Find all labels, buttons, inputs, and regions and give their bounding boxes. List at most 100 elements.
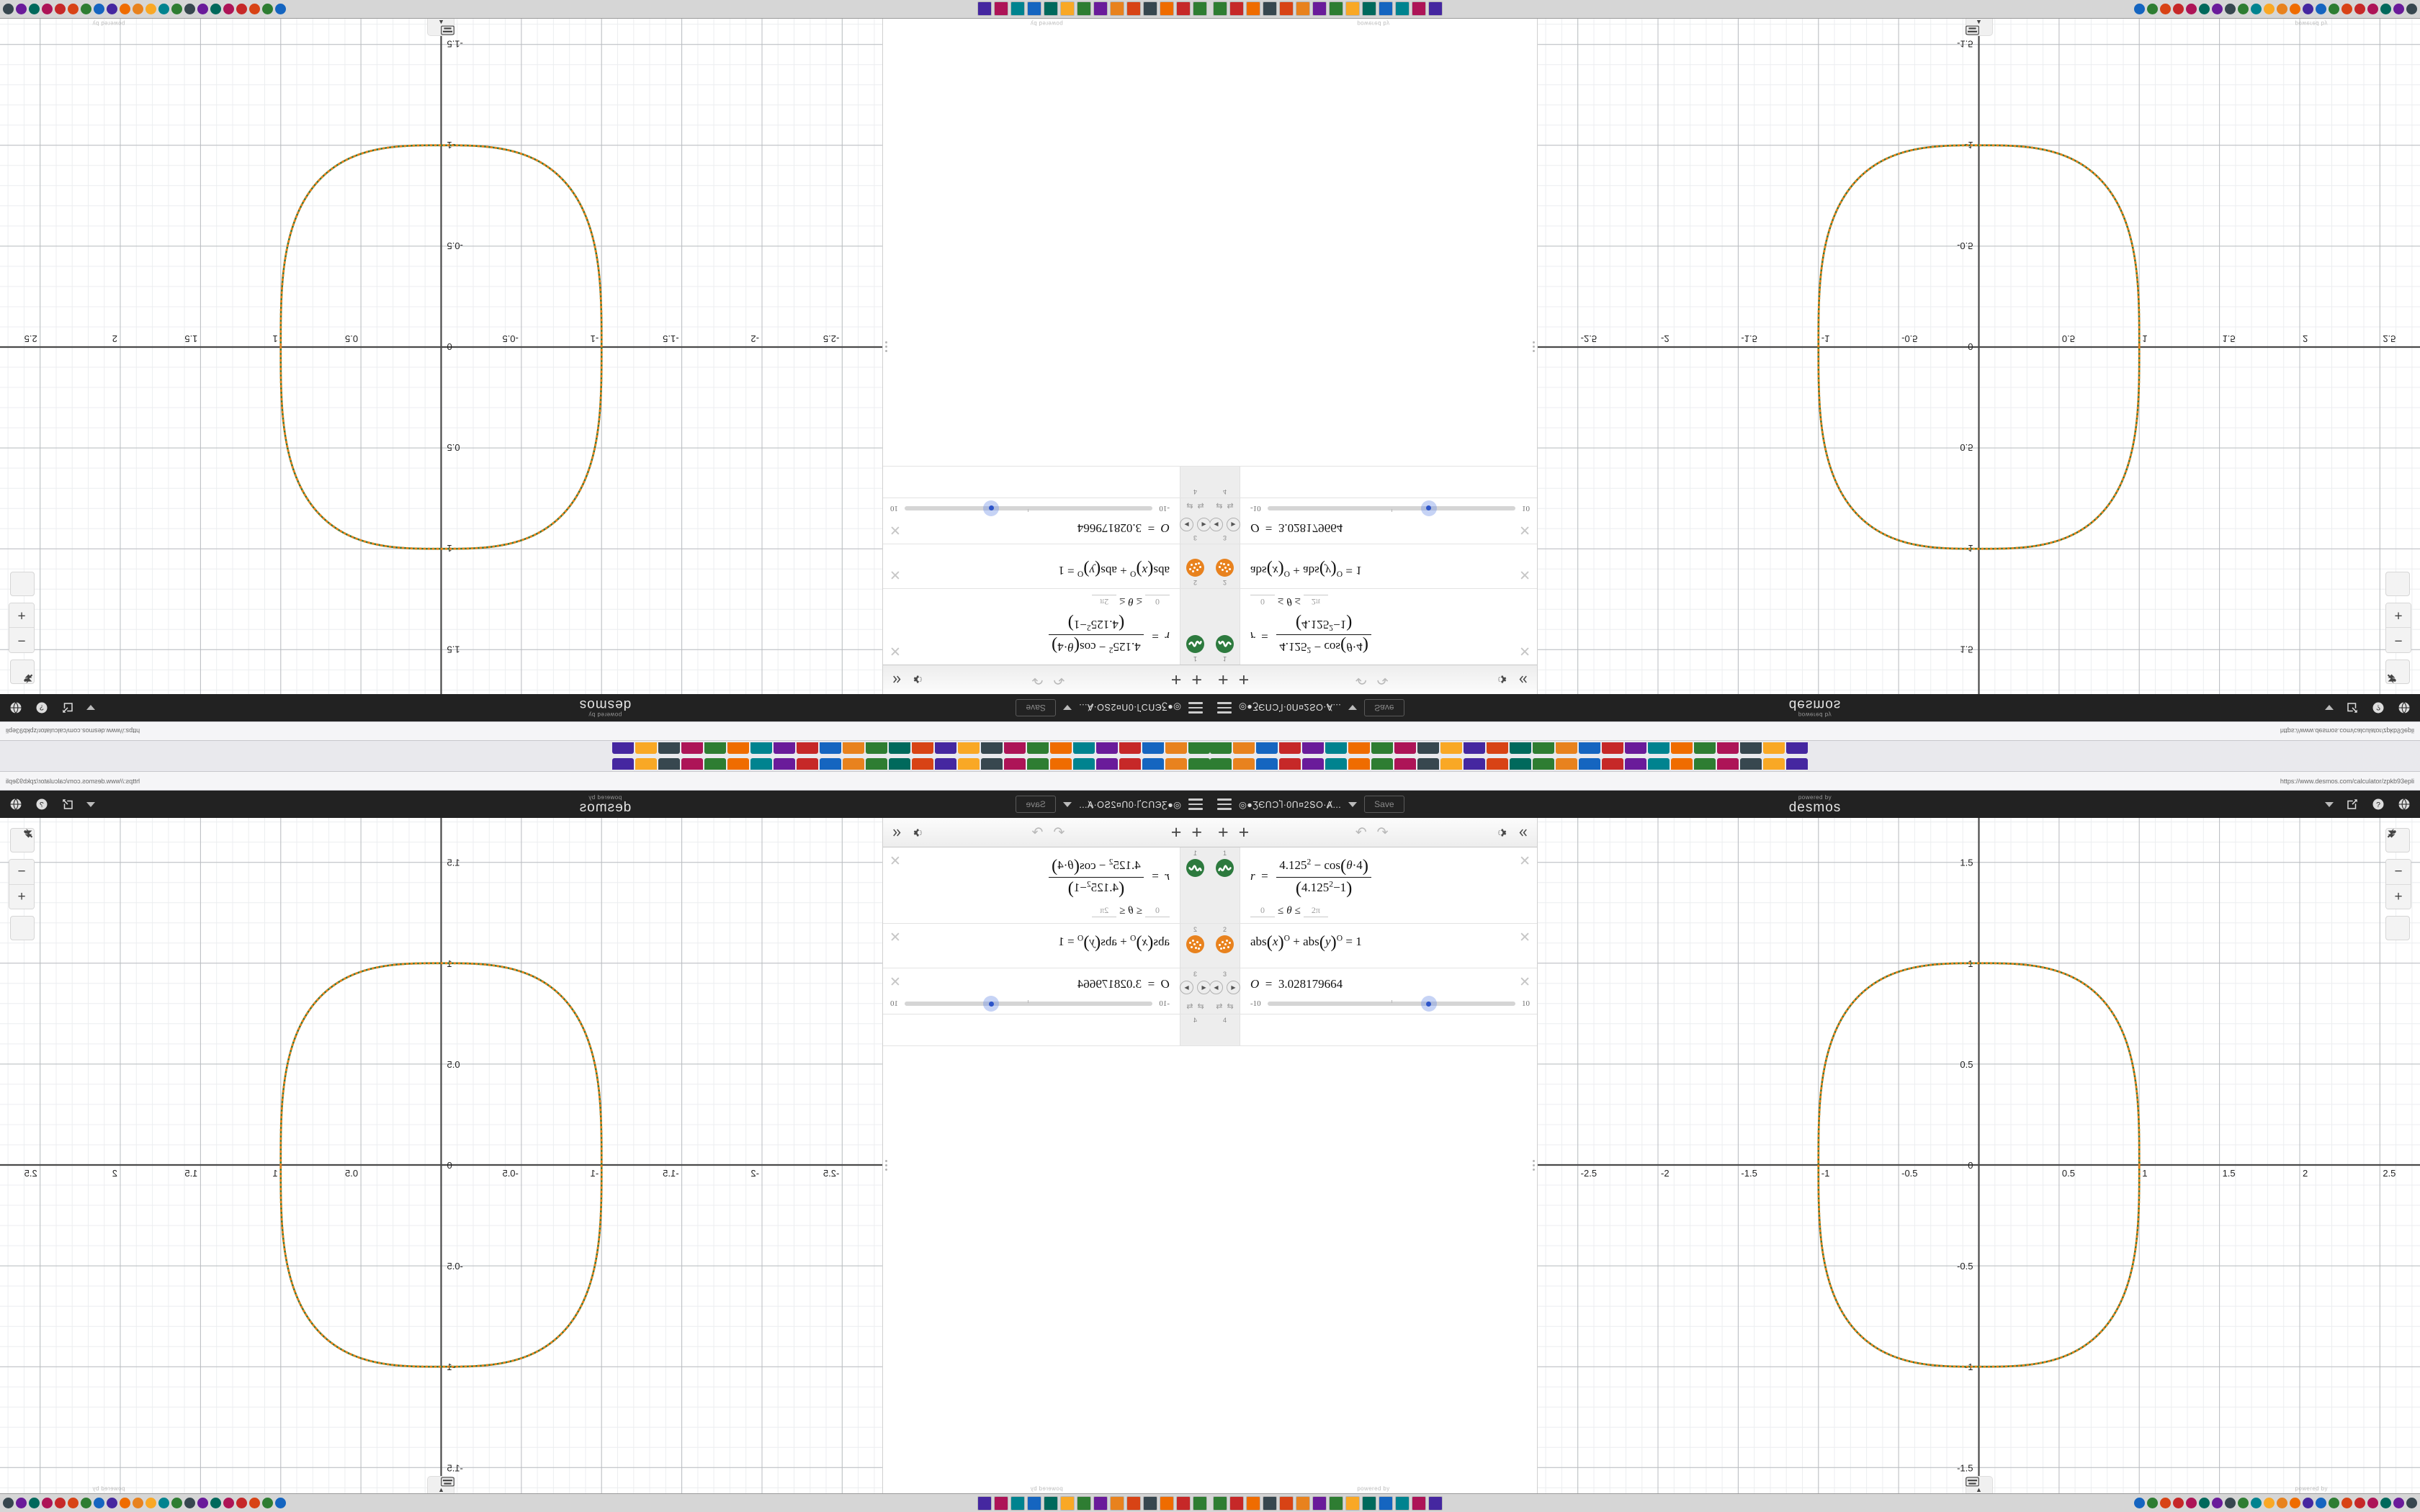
browser-tab[interactable]	[1648, 757, 1670, 770]
browser-tab[interactable]	[1096, 757, 1118, 770]
browser-tab[interactable]	[935, 742, 956, 755]
browser-tab[interactable]	[1533, 742, 1554, 755]
hamburger-icon[interactable]	[1217, 702, 1232, 714]
system-tray-icon[interactable]	[184, 1498, 195, 1508]
system-tray-icon[interactable]	[2225, 4, 2236, 14]
system-tray-icon[interactable]	[275, 4, 286, 14]
browser-tab[interactable]	[612, 742, 634, 755]
collapse-panel-button[interactable]	[1517, 674, 1529, 686]
system-tray-icon[interactable]	[2303, 4, 2313, 14]
browser-tab[interactable]	[681, 757, 703, 770]
system-tray-icon[interactable]	[120, 1498, 130, 1508]
system-tray-icon[interactable]	[68, 1498, 79, 1508]
browser-tab-strip[interactable]	[0, 756, 1210, 772]
row-body-4-empty[interactable]	[883, 1014, 1180, 1045]
add-item-button[interactable]: +	[1170, 670, 1182, 690]
delete-expression-2[interactable]: ✕	[1519, 567, 1531, 582]
browser-toolbar[interactable]: https://www.desmos.com/calculator/zpkb93…	[0, 721, 1210, 740]
taskbar-item[interactable]	[977, 1495, 992, 1511]
hamburger-icon[interactable]	[1188, 702, 1203, 714]
taskbar-item[interactable]	[1279, 1, 1294, 17]
taskbar-item[interactable]	[1110, 1495, 1124, 1511]
globe-icon[interactable]	[9, 701, 23, 715]
browser-tab[interactable]	[1210, 742, 1232, 755]
browser-tabs[interactable]	[0, 756, 1210, 771]
browser-tab[interactable]	[1763, 742, 1785, 755]
taskbar-item[interactable]	[1345, 1495, 1360, 1511]
system-tray-icon[interactable]	[2303, 1498, 2313, 1508]
slider-loop-icons[interactable]: ⇄ ⇆	[1186, 1002, 1204, 1011]
system-tray-icon[interactable]	[197, 4, 208, 14]
taskbar-item[interactable]	[1193, 1, 1207, 17]
slider-max-label[interactable]: 10	[1522, 999, 1530, 1008]
system-tray-icon[interactable]	[2393, 1498, 2404, 1508]
browser-tab[interactable]	[1188, 742, 1210, 755]
domain-min-input[interactable]: 0	[1250, 595, 1275, 607]
system-tray-icon[interactable]	[2225, 1498, 2236, 1508]
slider-next-button[interactable]: ▶	[1180, 518, 1193, 531]
system-tray-icon[interactable]	[262, 4, 273, 14]
browser-tab[interactable]	[750, 757, 772, 770]
taskbar-item[interactable]	[1060, 1, 1075, 17]
gear-icon[interactable]	[1494, 827, 1507, 839]
browser-tab[interactable]	[1556, 757, 1577, 770]
system-tray-icon[interactable]	[2316, 1498, 2326, 1508]
row-body-3[interactable]: ✕ O = 3.028179664 -10 10	[883, 498, 1180, 544]
loop-icon-2[interactable]: ⇆	[1186, 501, 1193, 510]
system-tray-icon[interactable]	[2186, 1498, 2197, 1508]
system-tray-icon[interactable]	[94, 4, 104, 14]
expression-row-2[interactable]: 2 ✕ abs(x)O + abs(y)O	[1210, 924, 1537, 968]
browser-tab[interactable]	[1188, 757, 1210, 770]
delete-expression-2[interactable]: ✕	[1519, 930, 1531, 945]
browser-tab[interactable]	[1717, 757, 1739, 770]
undo-button[interactable]: ↶	[1053, 672, 1065, 688]
add-item-button[interactable]: +	[1238, 670, 1250, 690]
browser-tabs[interactable]	[0, 741, 1210, 756]
color-swatch-orange[interactable]	[1216, 559, 1234, 577]
slider-min-label[interactable]: -10	[1250, 999, 1261, 1008]
browser-tab[interactable]	[1371, 757, 1393, 770]
taskbar-item[interactable]	[994, 1495, 1008, 1511]
browser-tab-strip[interactable]	[1210, 756, 2420, 772]
taskbar-item[interactable]	[1044, 1495, 1058, 1511]
browser-tab[interactable]	[1119, 757, 1141, 770]
domain-max-input[interactable]: 2π	[1092, 595, 1117, 607]
system-tray-icon[interactable]	[16, 1498, 27, 1508]
browser-tab[interactable]	[935, 757, 956, 770]
slider-value[interactable]: 3.028179664	[1077, 977, 1142, 991]
browser-tab[interactable]	[1302, 742, 1324, 755]
help-icon[interactable]: ?	[35, 797, 49, 811]
loop-icon-1[interactable]: ⇄	[1216, 501, 1223, 510]
slider-control[interactable]: -10 10	[890, 996, 1170, 1012]
taskbar-item[interactable]	[994, 1, 1008, 17]
browser-tab[interactable]	[958, 742, 980, 755]
delete-expression-3[interactable]: ✕	[889, 975, 901, 990]
browser-tab[interactable]	[1073, 757, 1095, 770]
add-expression-button[interactable]: +	[1191, 670, 1202, 690]
keyboard-button[interactable]: ▲	[427, 9, 455, 36]
color-swatch-orange[interactable]	[1186, 935, 1204, 953]
system-tray-icon[interactable]	[210, 4, 221, 14]
system-tray-icon[interactable]	[2367, 4, 2378, 14]
browser-tab[interactable]	[1233, 742, 1255, 755]
browser-tab[interactable]	[1510, 742, 1531, 755]
taskbar-item[interactable]	[1379, 1495, 1393, 1511]
color-swatch-orange[interactable]	[1216, 935, 1234, 953]
loop-icon-2[interactable]: ⇆	[1227, 501, 1234, 510]
browser-tab[interactable]	[1671, 742, 1693, 755]
row-body-4-empty[interactable]	[1240, 1014, 1537, 1045]
taskbar-item[interactable]	[1093, 1495, 1108, 1511]
browser-tab[interactable]	[1602, 757, 1623, 770]
taskbar-item[interactable]	[1010, 1, 1025, 17]
taskbar-item[interactable]	[1143, 1495, 1157, 1511]
expression-row-2[interactable]: 2 ✕ abs(x)O + abs(y)O	[883, 544, 1210, 588]
browser-tabs[interactable]	[1210, 741, 2420, 756]
taskbar-item[interactable]	[1213, 1, 1227, 17]
system-tray-icon[interactable]	[2367, 1498, 2378, 1508]
slider-next-button[interactable]: ▶	[1180, 981, 1193, 994]
taskbar-item[interactable]	[1010, 1495, 1025, 1511]
row-body-2[interactable]: ✕ abs(x)O + abs(y)O = 1	[1240, 924, 1537, 968]
browser-tab[interactable]	[681, 742, 703, 755]
zoom-in-button[interactable]: +	[2386, 884, 2411, 909]
taskbar-item[interactable]	[1093, 1, 1108, 17]
